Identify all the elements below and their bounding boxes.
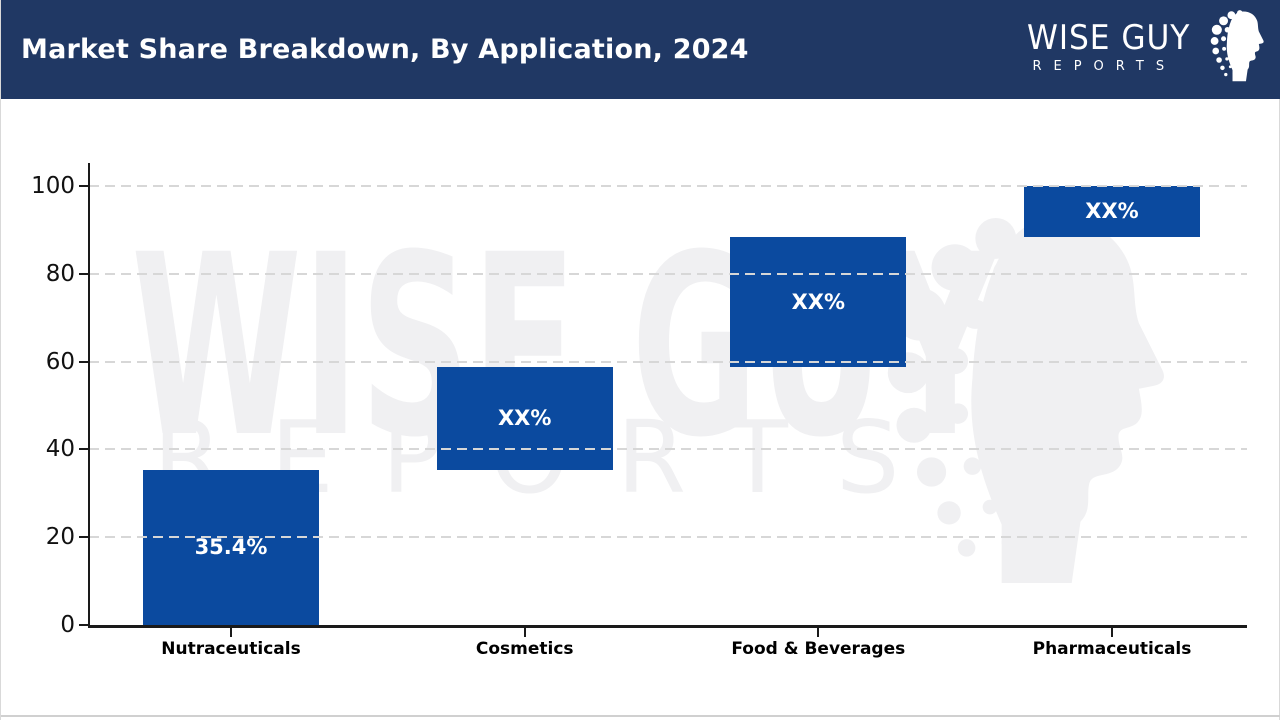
gridline-60 [89,360,1247,363]
y-tick-label-20: 20 [45,524,75,551]
y-tick-mark-60 [79,360,88,363]
y-tick-mark-40 [79,448,88,451]
x-tick-mark-0 [230,628,232,637]
y-tick-label-60: 60 [45,348,75,375]
x-tick-mark-2 [817,628,820,637]
bar-nutraceuticals [143,469,319,625]
footer-divider [1,715,1280,717]
y-tick-label-80: 80 [45,260,75,287]
gridline-20 [89,536,1247,539]
bar-value-label: 35.4% [194,535,268,560]
bar-value-label: XX% [791,289,846,314]
y-tick-mark-0 [79,624,88,626]
bar-food-beverages [730,236,907,367]
brand-logo-text: WISE GUY REPORTS [1027,18,1205,74]
brand-name: WISE GUY [1027,18,1191,58]
y-tick-label-0: 0 [60,612,75,638]
x-category-label: Pharmaceuticals [1032,639,1192,659]
y-tick-label-100: 100 [31,173,75,199]
x-category-label: Nutraceuticals [161,639,301,659]
x-category-label: Cosmetics [475,639,574,659]
header-bar: Market Share Breakdown, By Application, … [1,0,1280,99]
y-tick-mark-100 [79,185,88,187]
chart-title: Market Share Breakdown, By Application, … [21,34,749,65]
x-tick-mark-3 [1111,628,1113,637]
x-axis-line [88,625,1247,628]
brand-face-icon [1209,8,1265,84]
brand-subtitle: REPORTS [1032,59,1177,74]
gridline-80 [89,272,1247,275]
gridline-40 [89,448,1247,451]
y-tick-mark-20 [79,536,88,539]
y-axis-line [88,163,90,626]
y-tick-mark-80 [79,272,88,275]
x-tick-mark-1 [523,628,526,637]
gridline-100 [89,185,1247,187]
bar-cosmetics [436,366,613,470]
bar-value-label: XX% [497,406,552,431]
y-tick-label-40: 40 [45,436,75,463]
brand-logo: WISE GUY REPORTS [1027,8,1265,84]
bar-value-label: XX% [1085,199,1139,224]
x-category-label: Food & Beverages [731,639,906,659]
